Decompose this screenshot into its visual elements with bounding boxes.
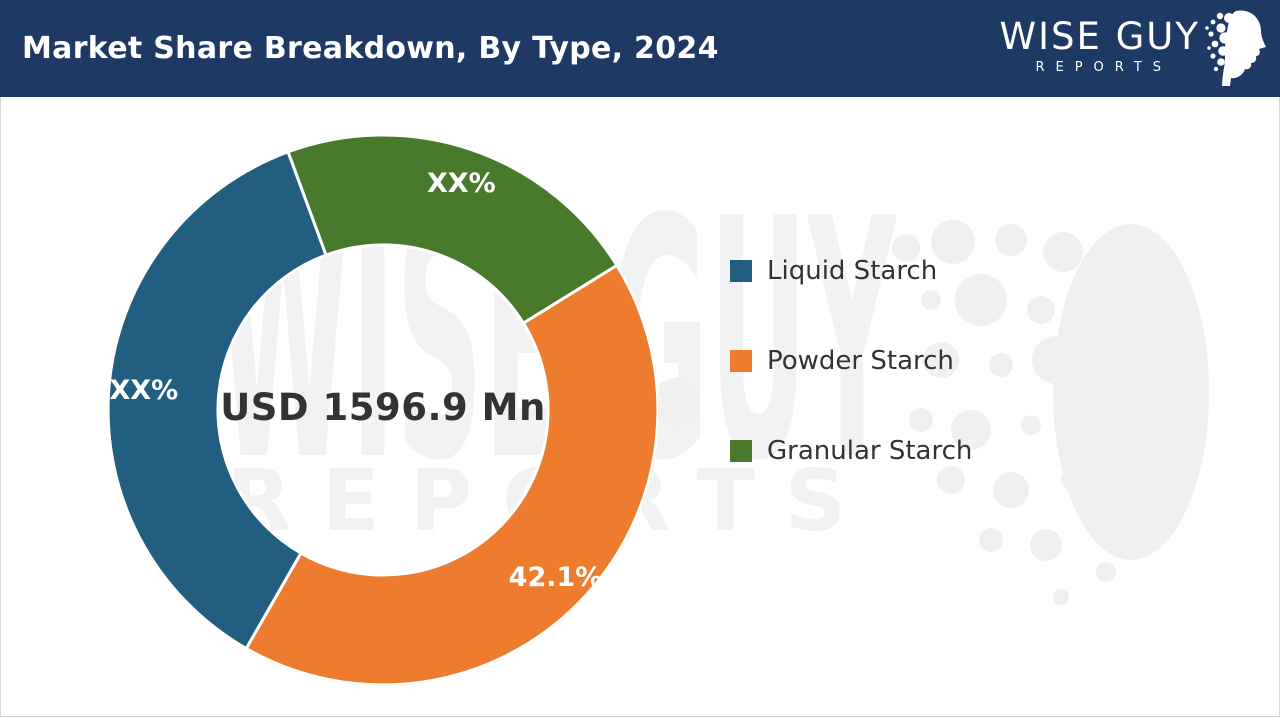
donut-chart: XX% 42.1% XX% USD 1596.9 Mn [108,135,658,685]
logo-line2: REPORTS [1035,60,1173,75]
donut-segment-liquid-starch [108,150,328,650]
donut-segment-powder-starch [244,263,658,685]
legend: Liquid Starch Powder Starch Granular Starc… [730,256,972,526]
legend-item-granular-starch: Granular Starch [730,436,972,466]
page-title: Market Share Breakdown, By Type, 2024 [22,31,719,66]
segment-label: 42.1% [509,562,603,593]
content-area: WISE GUY REPORTS [0,97,1280,717]
logo-line1: WISE GUY [999,15,1200,58]
legend-swatch [730,350,752,372]
header: Market Share Breakdown, By Type, 2024 WI… [0,0,1280,97]
legend-item-powder-starch: Powder Starch [730,346,972,376]
legend-swatch [730,260,752,282]
center-label: USD 1596.9 Mn [220,386,546,429]
segment-label: XX% [109,375,178,406]
logo-wordmark: WISE GUY REPORTS [1000,18,1200,75]
segment-label: XX% [427,168,496,199]
legend-label: Liquid Starch [767,256,938,286]
legend-label: Granular Starch [767,436,973,466]
legend-label: Powder Starch [767,346,954,376]
donut-segment-granular-starch [286,135,619,325]
legend-swatch [730,440,752,462]
donut-svg: XX% 42.1% XX% [108,135,658,685]
legend-item-liquid-starch: Liquid Starch [730,256,972,286]
wiseguy-logo: WISE GUY REPORTS [1000,4,1266,94]
wiseguy-face-icon [1202,6,1266,92]
